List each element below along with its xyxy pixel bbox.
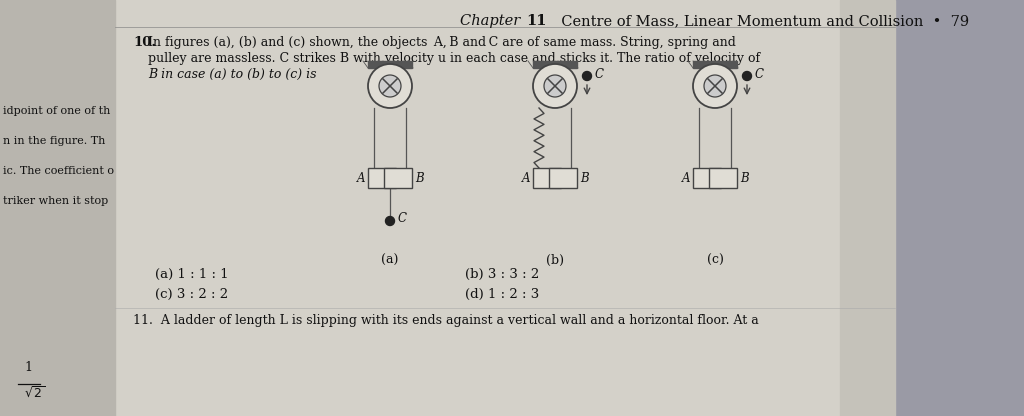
Text: n in the figure. Th: n in the figure. Th xyxy=(3,136,105,146)
Text: In figures (a), (b) and (c) shown, the objects  A, B and C are of same mass. Str: In figures (a), (b) and (c) shown, the o… xyxy=(148,36,736,49)
Text: Centre of Mass, Linear Momentum and Collision  •  79: Centre of Mass, Linear Momentum and Coll… xyxy=(552,14,969,28)
Text: (a) 1 : 1 : 1: (a) 1 : 1 : 1 xyxy=(155,268,228,281)
Bar xyxy=(534,61,577,68)
Text: (c): (c) xyxy=(707,254,723,267)
Text: (c) 3 : 2 : 2: (c) 3 : 2 : 2 xyxy=(155,288,228,301)
Bar xyxy=(549,168,577,188)
Circle shape xyxy=(385,216,394,225)
Text: 11.  A ladder of length L is slipping with its ends against a vertical wall and : 11. A ladder of length L is slipping wit… xyxy=(133,314,759,327)
Circle shape xyxy=(742,72,752,81)
Text: 10.: 10. xyxy=(133,36,156,49)
Circle shape xyxy=(693,64,737,108)
Bar xyxy=(368,168,396,188)
Text: C: C xyxy=(595,67,603,81)
Text: pulley are massless. C strikes B with velocity u in each case and sticks it. The: pulley are massless. C strikes B with ve… xyxy=(148,52,760,65)
Text: idpoint of one of th: idpoint of one of th xyxy=(3,106,111,116)
Text: (b) 3 : 3 : 2: (b) 3 : 3 : 2 xyxy=(465,268,540,281)
Text: B: B xyxy=(740,171,749,185)
Text: A: A xyxy=(521,171,530,185)
Bar xyxy=(693,61,737,68)
Circle shape xyxy=(583,72,592,81)
Bar xyxy=(840,0,895,416)
Text: A: A xyxy=(682,171,690,185)
Text: C: C xyxy=(755,67,764,81)
Text: 11: 11 xyxy=(526,14,547,28)
Bar xyxy=(709,168,737,188)
Bar xyxy=(384,168,412,188)
Text: triker when it stop: triker when it stop xyxy=(3,196,109,206)
Bar xyxy=(368,61,412,68)
Text: $\sqrt{2}$: $\sqrt{2}$ xyxy=(25,386,45,401)
Text: B: B xyxy=(580,171,589,185)
Text: (d) 1 : 2 : 3: (d) 1 : 2 : 3 xyxy=(465,288,540,301)
Bar xyxy=(534,168,561,188)
Text: (a): (a) xyxy=(381,254,398,267)
Bar xyxy=(115,0,895,416)
Circle shape xyxy=(544,75,566,97)
Bar xyxy=(693,168,721,188)
Text: Chapter: Chapter xyxy=(460,14,525,28)
Text: (b): (b) xyxy=(546,254,564,267)
Bar xyxy=(895,0,1024,416)
Text: 1: 1 xyxy=(24,361,32,374)
Circle shape xyxy=(379,75,401,97)
Circle shape xyxy=(368,64,412,108)
Text: A: A xyxy=(356,171,365,185)
Bar xyxy=(0,0,115,416)
Text: B in case (a) to (b) to (c) is: B in case (a) to (b) to (c) is xyxy=(148,68,316,81)
Circle shape xyxy=(534,64,577,108)
Text: ic. The coefficient o: ic. The coefficient o xyxy=(3,166,114,176)
Circle shape xyxy=(705,75,726,97)
Text: B: B xyxy=(415,171,424,185)
Text: C: C xyxy=(397,213,407,225)
